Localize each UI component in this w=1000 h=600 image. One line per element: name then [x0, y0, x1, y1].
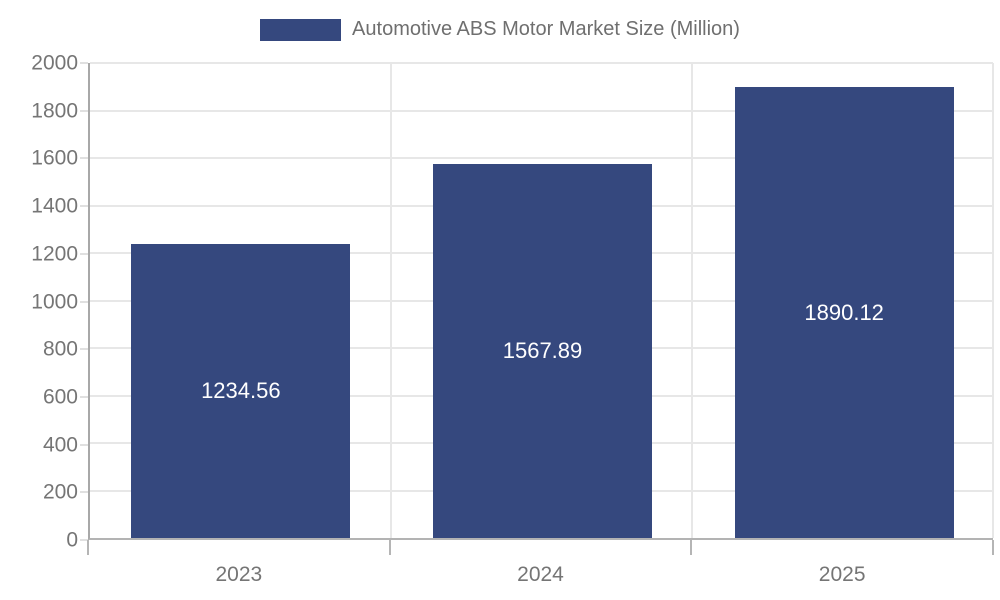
y-gridline — [90, 62, 993, 64]
y-tick-mark — [80, 62, 88, 64]
y-tick-mark — [80, 491, 88, 494]
y-tick-label: 2000 — [31, 51, 78, 75]
x-tick-label-2025: 2025 — [818, 563, 866, 586]
y-tick-mark — [80, 252, 88, 255]
legend: Automotive ABS Motor Market Size (Millio… — [0, 18, 1000, 41]
x-tick-mark — [690, 540, 693, 555]
y-tick-mark — [80, 395, 88, 398]
y-tick-label: 1400 — [31, 194, 78, 218]
y-tick-label: 1000 — [31, 290, 78, 313]
x-gridline — [690, 63, 693, 538]
bar-value-label: 1234.56 — [201, 377, 281, 403]
y-tick-label: 0 — [66, 528, 78, 552]
y-tick-mark — [80, 157, 88, 160]
x-tick-mark — [87, 540, 89, 555]
y-tick-label: 1200 — [31, 242, 78, 266]
y-tick-label: 400 — [42, 433, 78, 457]
y-tick-mark — [80, 300, 88, 303]
bar-2025: 1890.12 — [734, 87, 954, 538]
y-tick-mark — [80, 109, 88, 112]
y-tick-mark — [80, 539, 88, 541]
legend-swatch — [260, 18, 342, 41]
legend-label: Automotive ABS Motor Market Size (Millio… — [352, 18, 740, 40]
y-tick-label: 1800 — [31, 99, 78, 123]
y-tick-mark — [80, 443, 88, 446]
bar-2023: 1234.56 — [131, 243, 351, 538]
x-tick-mark — [992, 540, 994, 555]
y-tick-mark — [80, 205, 88, 208]
y-tick-label: 800 — [42, 337, 78, 361]
y-gridline — [90, 109, 993, 112]
x-tick-label-2024: 2024 — [517, 563, 564, 586]
y-tick-label: 600 — [42, 385, 78, 409]
bar-value-label: 1567.89 — [502, 338, 583, 364]
bar-2024: 1567.89 — [433, 164, 652, 538]
bar-value-label: 1890.12 — [804, 299, 884, 325]
x-gridline — [389, 63, 392, 538]
y-tick-mark — [80, 348, 88, 351]
y-gridline — [90, 157, 993, 159]
y-tick-label: 200 — [42, 480, 78, 504]
x-tick-label-2023: 2023 — [215, 563, 263, 586]
x-gridline — [992, 63, 994, 538]
x-tick-mark — [388, 540, 391, 555]
plot-area: 1234.56 1567.89 1890.12 — [88, 62, 994, 540]
y-tick-label: 1600 — [31, 146, 78, 170]
